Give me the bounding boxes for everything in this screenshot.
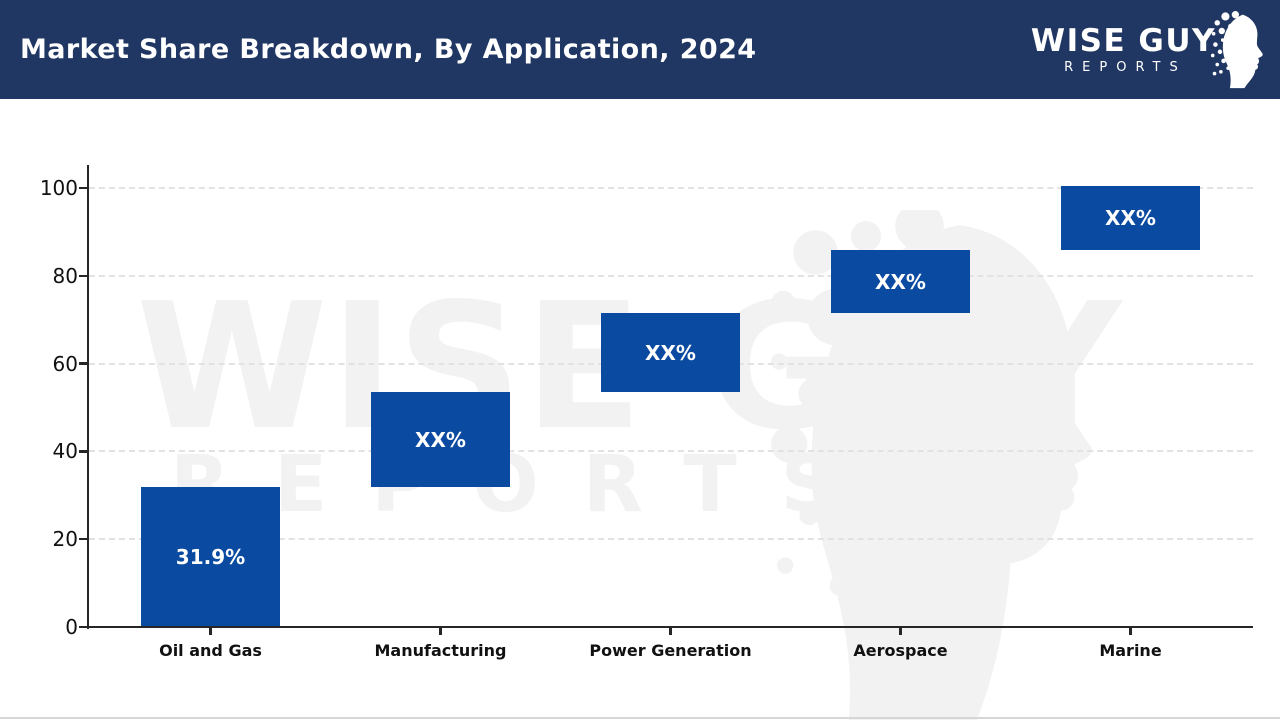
y-axis-tick-label: 0 — [65, 615, 78, 639]
y-axis-tick — [79, 625, 87, 629]
y-axis-tick-label: 80 — [52, 263, 78, 288]
y-axis-tick — [79, 537, 87, 541]
gridline — [89, 538, 1253, 541]
bottom-border — [0, 717, 1280, 719]
x-axis-label: Oil and Gas — [159, 641, 262, 660]
logo-face-icon — [1210, 10, 1263, 88]
x-axis-tick — [899, 627, 902, 635]
bar-value-label: XX% — [415, 427, 466, 452]
bar — [1061, 186, 1200, 251]
y-axis-tick — [79, 450, 87, 453]
gridline — [89, 450, 1253, 453]
header-bar: Market Share Breakdown, By Application, … — [0, 0, 1280, 99]
logo-wordmark: WISE GUY — [1030, 22, 1216, 59]
x-axis-tick — [669, 627, 672, 635]
page-title: Market Share Breakdown, By Application, … — [20, 34, 757, 65]
x-axis-tick — [209, 627, 212, 635]
x-axis-tick — [439, 627, 442, 635]
bar — [831, 250, 970, 314]
bar-value-label: XX% — [645, 340, 696, 365]
gridline — [89, 274, 1253, 277]
x-axis-line — [86, 625, 1253, 628]
gridline — [89, 187, 1253, 189]
bar — [141, 486, 280, 627]
x-axis-label: Manufacturing — [374, 641, 507, 660]
y-axis-line — [86, 165, 89, 629]
y-axis-tick — [79, 362, 87, 365]
x-axis-label: Aerospace — [853, 641, 948, 660]
x-axis-label: Power Generation — [589, 641, 752, 660]
wise-guy-logo: WISE GUY REPORTS — [1031, 10, 1268, 90]
bar-value-label: 31.9% — [175, 544, 246, 569]
bar-value-label: XX% — [875, 269, 926, 294]
x-axis-label: Marine — [1099, 641, 1162, 660]
bar — [601, 313, 740, 393]
bar-value-label: XX% — [1105, 206, 1156, 231]
y-axis-tick-label: 60 — [52, 351, 78, 376]
watermark-face-icon — [771, 210, 1092, 720]
y-axis-tick — [79, 186, 87, 190]
logo-subtitle: REPORTS — [1064, 59, 1187, 75]
logo-text: WISE GUY REPORTS — [1030, 22, 1216, 75]
y-axis-tick — [79, 274, 87, 278]
y-axis-tick-label: 40 — [52, 439, 78, 464]
y-axis-tick-label: 100 — [39, 176, 78, 200]
x-axis-tick — [1129, 627, 1132, 635]
y-axis-tick-label: 20 — [52, 527, 78, 552]
bar — [371, 392, 510, 487]
